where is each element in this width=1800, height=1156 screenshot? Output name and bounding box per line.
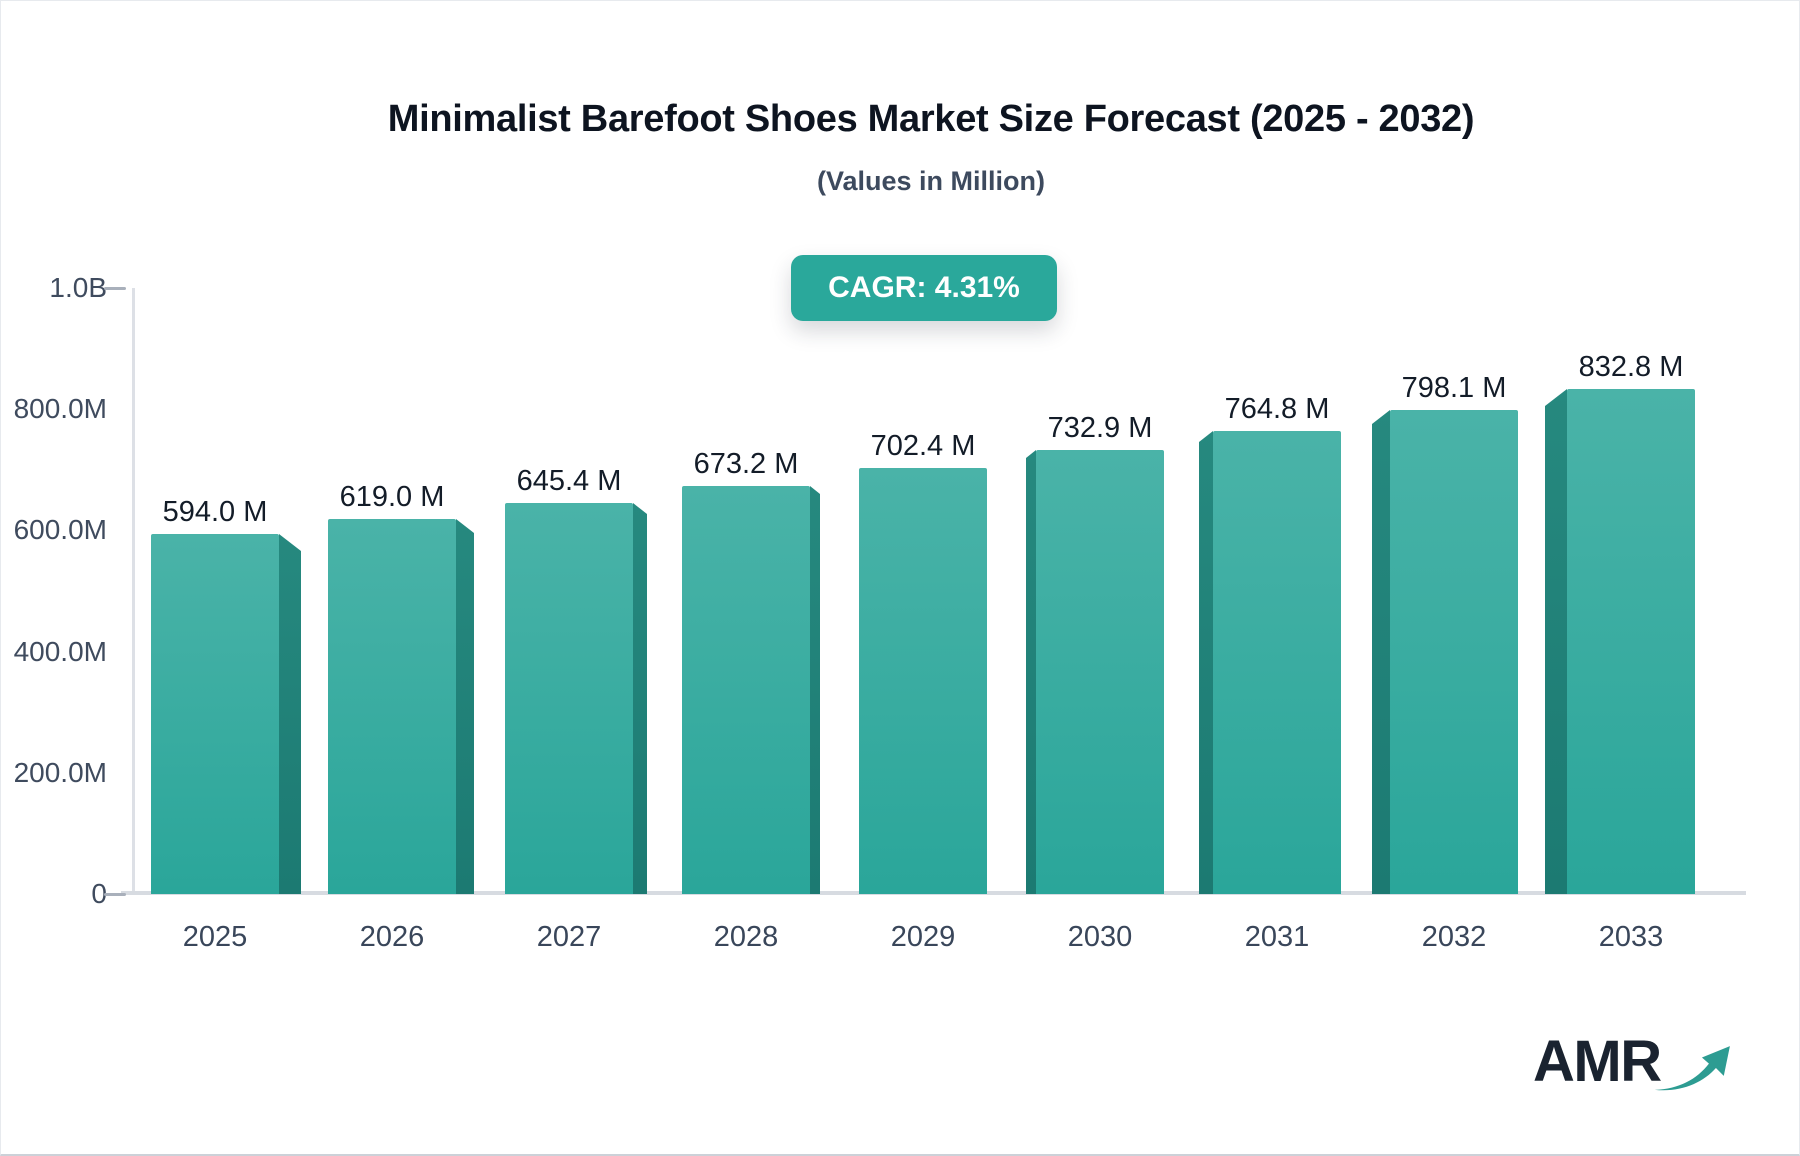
bar-front-face bbox=[328, 519, 456, 894]
bar-front-face bbox=[1213, 431, 1341, 894]
bar-front-face bbox=[1567, 389, 1695, 894]
bar-value-label: 798.1 M bbox=[1401, 372, 1507, 404]
bar-side-face bbox=[1026, 450, 1036, 894]
chart-title: Minimalist Barefoot Shoes Market Size Fo… bbox=[387, 98, 1475, 140]
x-axis-label: 2032 bbox=[1421, 921, 1487, 953]
x-axis-label: 2028 bbox=[713, 921, 779, 953]
y-axis-tick-label: 400.0M bbox=[13, 635, 107, 667]
amr-logo: AMR bbox=[1533, 1031, 1733, 1111]
y-axis-tick-label: 800.0M bbox=[13, 393, 107, 425]
bar-value-label: 764.8 M bbox=[1224, 393, 1330, 425]
bar-2025 bbox=[151, 534, 301, 894]
bar-side-face bbox=[810, 486, 820, 894]
x-axis-label: 2026 bbox=[359, 921, 425, 953]
bar-front-face bbox=[151, 534, 279, 894]
bar-value-label: 619.0 M bbox=[339, 481, 445, 513]
bar-front-face bbox=[1036, 450, 1164, 894]
bar-side-face bbox=[633, 503, 647, 894]
chart-subtitle: (Values in Million) bbox=[816, 166, 1046, 196]
bar-side-face bbox=[279, 534, 301, 894]
bar-2029 bbox=[859, 468, 987, 894]
x-axis-label: 2030 bbox=[1067, 921, 1133, 953]
bar-2026 bbox=[328, 519, 474, 894]
growth-arrow-icon bbox=[1654, 1046, 1730, 1091]
bar-side-face bbox=[1199, 431, 1213, 894]
bar-side-face bbox=[456, 519, 474, 894]
y-axis-tick-label: 200.0M bbox=[13, 756, 107, 788]
bar-2033 bbox=[1545, 389, 1695, 894]
bar-front-face bbox=[1390, 410, 1518, 894]
bar-value-label: 732.9 M bbox=[1047, 412, 1153, 444]
bar-2028 bbox=[682, 486, 820, 894]
cagr-badge: CAGR: 4.31% bbox=[791, 255, 1057, 321]
bar-value-label: 702.4 M bbox=[870, 430, 976, 462]
y-axis-line bbox=[132, 288, 135, 894]
x-axis-label: 2033 bbox=[1598, 921, 1664, 953]
bar-front-face bbox=[859, 468, 987, 894]
bar-front-face bbox=[505, 503, 633, 894]
x-axis-label: 2031 bbox=[1244, 921, 1310, 953]
y-axis-tick-label: 0 bbox=[91, 878, 107, 909]
x-axis-label: 2029 bbox=[890, 921, 956, 953]
bar-value-label: 832.8 M bbox=[1578, 351, 1684, 383]
bar-value-label: 673.2 M bbox=[693, 448, 799, 480]
amr-logo-text: AMR bbox=[1533, 1029, 1662, 1094]
y-axis-tick-label: 600.0M bbox=[13, 514, 107, 546]
x-axis-label: 2027 bbox=[536, 921, 602, 953]
y-axis-tick-mark bbox=[104, 287, 126, 290]
bar-2031 bbox=[1199, 431, 1341, 894]
bar-side-face bbox=[1372, 410, 1390, 894]
bar-value-label: 645.4 M bbox=[516, 465, 622, 497]
bar-2030 bbox=[1026, 450, 1164, 894]
bar-front-face bbox=[682, 486, 810, 894]
bar-2027 bbox=[505, 503, 647, 894]
bar-2032 bbox=[1372, 410, 1518, 894]
bar-side-face bbox=[1545, 389, 1567, 894]
y-axis-tick-mark bbox=[104, 893, 126, 896]
x-axis-label: 2025 bbox=[182, 921, 248, 953]
bar-value-label: 594.0 M bbox=[162, 496, 268, 528]
y-axis-tick-label: 1.0B bbox=[49, 272, 107, 303]
